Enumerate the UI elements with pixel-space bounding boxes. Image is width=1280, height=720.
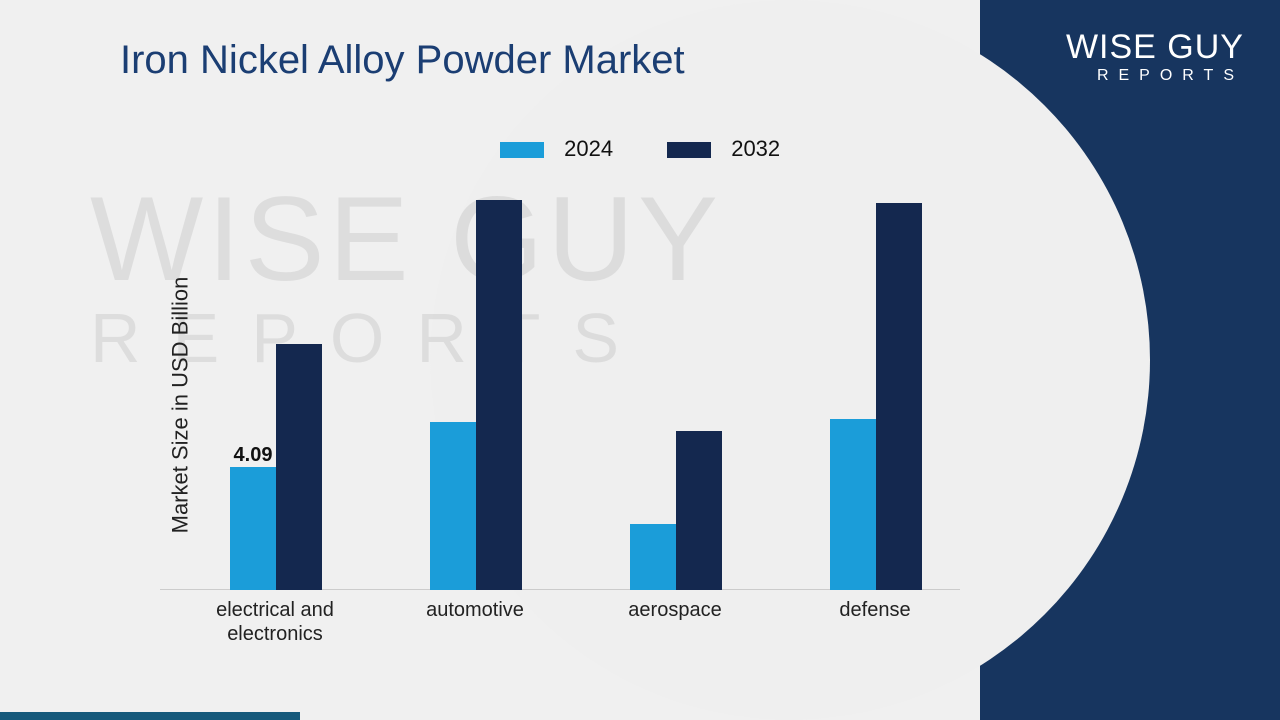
data-label: 4.09 [234, 444, 273, 467]
bar [830, 419, 876, 590]
plot-area: electrical and electronics4.09automotive… [160, 170, 960, 590]
category-label: aerospace [585, 598, 765, 622]
brand-line2: REPORTS [1066, 68, 1244, 85]
brand-line1: WISE GUY [1066, 30, 1244, 66]
legend-label-2024: 2024 [564, 136, 613, 161]
bar [476, 200, 522, 590]
legend-item-2032: 2032 [667, 136, 780, 162]
canvas: WISE GUY REPORTS WISE GUY REPORTS Iron N… [0, 0, 1280, 720]
bar [230, 467, 276, 590]
legend-swatch-2024 [500, 142, 544, 158]
chart: Market Size in USD Billion 2024 2032 ele… [60, 140, 960, 670]
bar [676, 431, 722, 590]
bar [630, 524, 676, 590]
legend: 2024 2032 [500, 136, 780, 162]
legend-item-2024: 2024 [500, 136, 613, 162]
bar [276, 344, 322, 590]
category-label: defense [785, 598, 965, 622]
bar [876, 203, 922, 590]
bottom-strip [0, 712, 300, 720]
category-label: electrical and electronics [185, 598, 365, 646]
legend-swatch-2032 [667, 142, 711, 158]
legend-label-2032: 2032 [731, 136, 780, 161]
chart-title: Iron Nickel Alloy Powder Market [120, 38, 685, 83]
brand-logo: WISE GUY REPORTS [1066, 30, 1244, 84]
bar [430, 422, 476, 590]
category-label: automotive [385, 598, 565, 622]
